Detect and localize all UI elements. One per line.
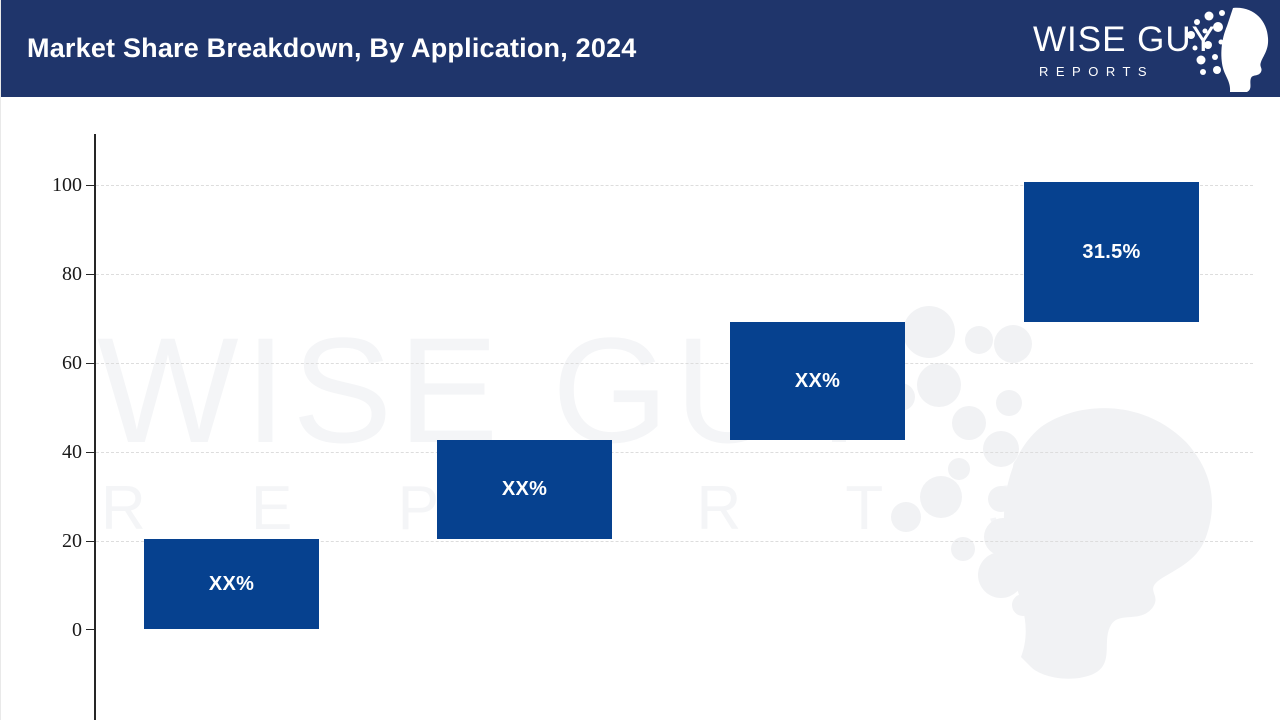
y-tick-80 <box>86 274 95 275</box>
logo-secondary-text: REPORTS <box>1039 64 1154 79</box>
y-tick-20 <box>86 541 95 542</box>
gridline-40 <box>96 452 1253 453</box>
bar-label-throttle-control: XX% <box>501 478 548 500</box>
bar-fuel-supply-control[interactable]: XX% <box>144 539 319 629</box>
chart-area: WISE GUY R E P O R T S <box>1 97 1280 720</box>
bar-air-intake-control[interactable]: XX% <box>730 322 905 440</box>
bar-hvac-control[interactable]: 31.5% <box>1024 182 1199 322</box>
gridline-60 <box>96 363 1253 364</box>
y-tick-label-80: 80 <box>62 263 82 285</box>
bar-throttle-control[interactable]: XX% <box>437 440 612 539</box>
page-header: Market Share Breakdown, By Application, … <box>1 0 1280 97</box>
gridline-100 <box>96 185 1253 186</box>
y-tick-40 <box>86 452 95 453</box>
gridline-80 <box>96 274 1253 275</box>
bar-label-fuel-supply-control: XX% <box>208 572 255 595</box>
y-axis-line <box>94 134 96 720</box>
y-tick-0 <box>86 629 95 630</box>
wise-guy-reports-logo: WISE GUY REPORTS <box>1025 4 1275 94</box>
y-tick-label-100: 100 <box>52 174 82 196</box>
logo-svg: WISE GUY REPORTS <box>1033 7 1269 92</box>
gridline-20 <box>96 541 1253 542</box>
y-tick-100 <box>86 185 95 186</box>
logo-head-profile-icon <box>1221 7 1269 92</box>
bar-label-hvac-control: 31.5% <box>1082 240 1141 263</box>
y-tick-60 <box>86 363 95 364</box>
y-tick-label-20: 20 <box>62 530 82 552</box>
y-tick-label-0: 0 <box>72 619 82 641</box>
logo-primary-text: WISE GUY <box>1033 20 1216 59</box>
y-tick-label-60: 60 <box>62 352 82 374</box>
bar-label-air-intake-control: XX% <box>794 369 841 392</box>
page-title: Market Share Breakdown, By Application, … <box>27 33 637 63</box>
y-tick-label-40: 40 <box>62 441 82 463</box>
